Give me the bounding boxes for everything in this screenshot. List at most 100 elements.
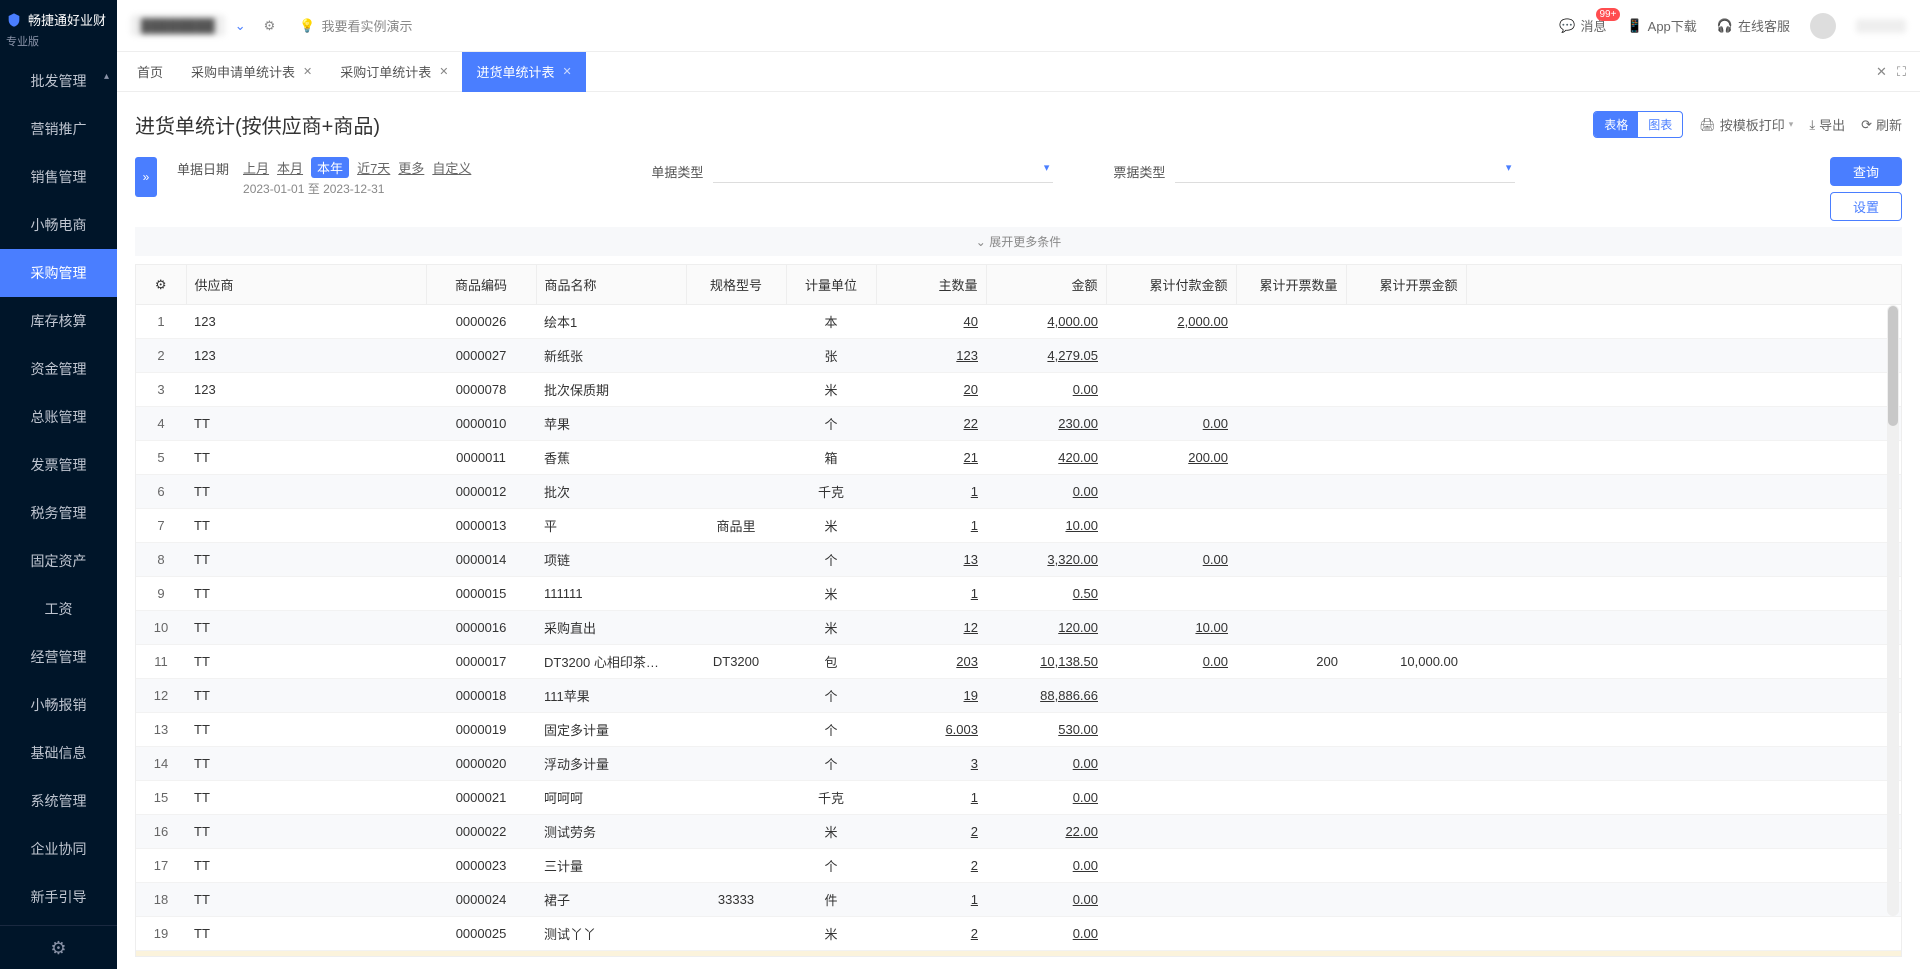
- nav-item[interactable]: 智能管理: [0, 925, 117, 928]
- demo-link[interactable]: 💡 我要看实例演示: [299, 16, 412, 35]
- cell-qty[interactable]: 2: [876, 815, 986, 849]
- cell-amt[interactable]: 4,279.05: [986, 339, 1106, 373]
- nav-item[interactable]: 系统管理: [0, 777, 117, 825]
- avatar[interactable]: [1810, 13, 1836, 39]
- gear-icon[interactable]: ⚙: [264, 18, 276, 34]
- tab-close-all-icon[interactable]: ✕: [1876, 64, 1887, 80]
- nav-item[interactable]: 总账管理: [0, 393, 117, 441]
- cell-amt[interactable]: 120.00: [986, 611, 1106, 645]
- cell-paid[interactable]: 0.00: [1106, 645, 1236, 679]
- nav-item[interactable]: 销售管理: [0, 153, 117, 201]
- cell-qty[interactable]: 1: [876, 883, 986, 917]
- cell-qty[interactable]: 12: [876, 611, 986, 645]
- date-option[interactable]: 自定义: [432, 158, 471, 177]
- close-icon[interactable]: ✕: [303, 65, 312, 78]
- cell-paid[interactable]: [1106, 713, 1236, 747]
- cell-amt[interactable]: 0.00: [986, 747, 1106, 781]
- view-table-button[interactable]: 表格: [1594, 112, 1638, 137]
- cell-paid[interactable]: [1106, 815, 1236, 849]
- cell-amt[interactable]: 10,138.50: [986, 645, 1106, 679]
- query-button[interactable]: 查询: [1830, 157, 1902, 186]
- cell-paid[interactable]: [1106, 883, 1236, 917]
- date-option[interactable]: 近7天: [357, 158, 390, 177]
- cell-qty[interactable]: 203: [876, 645, 986, 679]
- cell-paid[interactable]: [1106, 917, 1236, 951]
- cell-qty[interactable]: 1: [876, 509, 986, 543]
- nav-item[interactable]: 资金管理: [0, 345, 117, 393]
- cell-qty[interactable]: 123: [876, 339, 986, 373]
- view-chart-button[interactable]: 图表: [1638, 112, 1682, 137]
- nav-item[interactable]: 小畅电商: [0, 201, 117, 249]
- cell-qty[interactable]: 1: [876, 781, 986, 815]
- date-option[interactable]: 更多: [398, 158, 424, 177]
- sidebar-settings[interactable]: ⚙: [0, 928, 117, 969]
- cell-amt[interactable]: 0.00: [986, 475, 1106, 509]
- tab-fullscreen-icon[interactable]: ⛶: [1897, 64, 1906, 80]
- cell-qty[interactable]: 22: [876, 407, 986, 441]
- cell-amt[interactable]: 22.00: [986, 815, 1106, 849]
- cell-qty[interactable]: 2: [876, 849, 986, 883]
- nav-item[interactable]: 新手引导: [0, 873, 117, 921]
- cell-paid[interactable]: [1106, 679, 1236, 713]
- cell-qty[interactable]: 1: [876, 475, 986, 509]
- tab[interactable]: 进货单统计表✕: [462, 52, 585, 92]
- cell-amt[interactable]: 0.00: [986, 373, 1106, 407]
- cell-amt[interactable]: 88,886.66: [986, 679, 1106, 713]
- cell-amt[interactable]: 0.00: [986, 883, 1106, 917]
- cell-qty[interactable]: 2: [876, 917, 986, 951]
- expand-filters-button[interactable]: ⌄ 展开更多条件: [135, 227, 1902, 256]
- cell-paid[interactable]: [1106, 475, 1236, 509]
- cell-paid[interactable]: 0.00: [1106, 543, 1236, 577]
- setting-button[interactable]: 设置: [1830, 192, 1902, 221]
- doc-type-select[interactable]: ▾: [713, 157, 1053, 183]
- nav-item[interactable]: 发票管理: [0, 441, 117, 489]
- ticket-type-select[interactable]: ▾: [1175, 157, 1515, 183]
- table-settings-header[interactable]: ⚙: [136, 265, 186, 305]
- cell-amt[interactable]: 420.00: [986, 441, 1106, 475]
- nav-item[interactable]: 批发管理: [0, 57, 117, 105]
- cell-amt[interactable]: 0.00: [986, 781, 1106, 815]
- cell-paid[interactable]: 0.00: [1106, 407, 1236, 441]
- nav-item[interactable]: 经营管理: [0, 633, 117, 681]
- cell-qty[interactable]: 3: [876, 747, 986, 781]
- refresh-button[interactable]: ⟳ 刷新: [1861, 115, 1902, 134]
- tab[interactable]: 采购申请单统计表✕: [177, 52, 326, 92]
- cell-qty[interactable]: 20: [876, 373, 986, 407]
- cell-amt[interactable]: 530.00: [986, 713, 1106, 747]
- nav-item[interactable]: 采购管理: [0, 249, 117, 297]
- nav-item[interactable]: 税务管理: [0, 489, 117, 537]
- nav-item[interactable]: 库存核算: [0, 297, 117, 345]
- cell-qty[interactable]: 13: [876, 543, 986, 577]
- support-button[interactable]: 🎧 在线客服: [1717, 16, 1790, 35]
- nav-item[interactable]: 固定资产: [0, 537, 117, 585]
- cell-qty[interactable]: 6.003: [876, 713, 986, 747]
- cell-paid[interactable]: [1106, 509, 1236, 543]
- org-selector[interactable]: ████████ ⌄ ⚙: [131, 15, 275, 36]
- cell-amt[interactable]: 0.00: [986, 849, 1106, 883]
- print-button[interactable]: 🖨 按模板打印 ▾: [1699, 115, 1793, 134]
- cell-qty[interactable]: 1: [876, 577, 986, 611]
- cell-paid[interactable]: [1106, 781, 1236, 815]
- date-option[interactable]: 本月: [277, 158, 303, 177]
- export-button[interactable]: ⤓ 导出: [1809, 115, 1845, 134]
- cell-amt[interactable]: 4,000.00: [986, 305, 1106, 339]
- nav-item[interactable]: 营销推广: [0, 105, 117, 153]
- cell-paid[interactable]: 10.00: [1106, 611, 1236, 645]
- cell-paid[interactable]: [1106, 577, 1236, 611]
- close-icon[interactable]: ✕: [563, 65, 572, 78]
- app-download-button[interactable]: 📱 App下载: [1626, 16, 1696, 35]
- cell-qty[interactable]: 19: [876, 679, 986, 713]
- cell-amt[interactable]: 10.00: [986, 509, 1106, 543]
- close-icon[interactable]: ✕: [439, 65, 448, 78]
- cell-paid[interactable]: 2,000.00: [1106, 305, 1236, 339]
- cell-paid[interactable]: 200.00: [1106, 441, 1236, 475]
- nav-item[interactable]: 小畅报销: [0, 681, 117, 729]
- cell-amt[interactable]: 230.00: [986, 407, 1106, 441]
- cell-paid[interactable]: [1106, 747, 1236, 781]
- tab[interactable]: 首页: [123, 52, 177, 92]
- date-option[interactable]: 本年: [311, 157, 349, 178]
- nav-item[interactable]: 企业协同: [0, 825, 117, 873]
- cell-amt[interactable]: 3,320.00: [986, 543, 1106, 577]
- cell-paid[interactable]: [1106, 339, 1236, 373]
- cell-paid[interactable]: [1106, 373, 1236, 407]
